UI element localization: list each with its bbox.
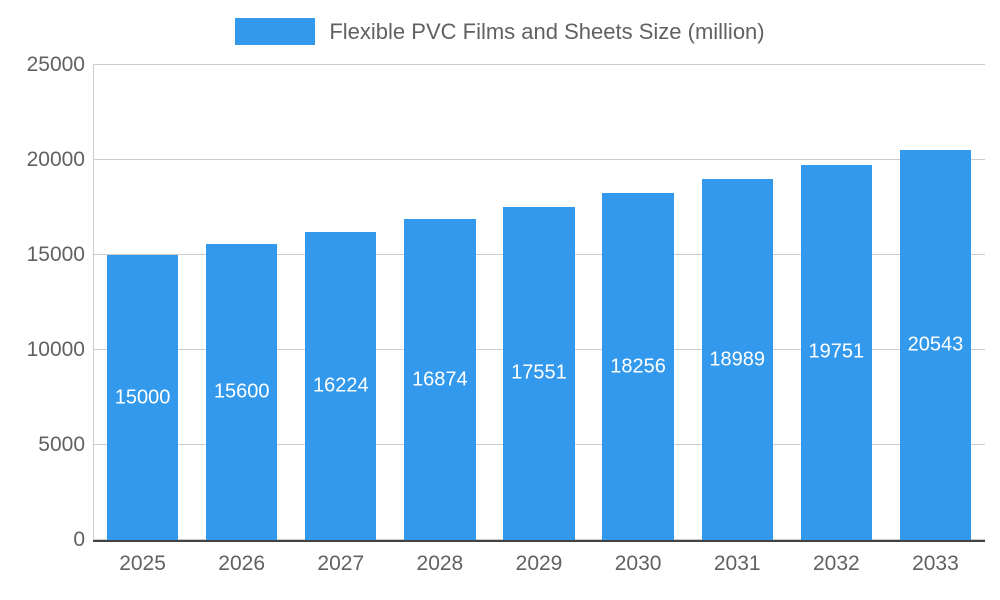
bar-value-label: 16874 [412, 368, 468, 391]
bar-value-label: 17551 [511, 361, 567, 384]
x-tick-label: 2030 [614, 552, 662, 575]
bar-value-label: 16224 [312, 374, 369, 397]
x-tick-label: 2032 [812, 552, 860, 575]
bar: 19751 [800, 164, 872, 540]
legend-swatch [235, 18, 316, 45]
bar: 20543 [899, 149, 972, 540]
x-tick-label: 2025 [119, 552, 166, 575]
bar: 16224 [305, 231, 377, 540]
y-tick-label: 0 [73, 528, 85, 551]
bar-value-label: 18256 [610, 355, 666, 378]
y-tick-label: 10000 [26, 338, 85, 361]
x-tick-label: 2028 [416, 552, 464, 575]
x-tick-label: 2031 [713, 552, 761, 575]
bar-value-label: 18989 [709, 348, 766, 371]
bar-value-label: 19751 [808, 340, 865, 363]
gridline [93, 64, 985, 65]
y-tick-label: 15000 [26, 243, 85, 266]
x-tick-label: 2033 [912, 552, 959, 575]
x-axis-line [93, 540, 985, 542]
y-tick-label: 20000 [26, 148, 85, 171]
x-tick-label: 2026 [218, 552, 266, 575]
bar: 17551 [503, 206, 575, 540]
bar: 15600 [205, 243, 278, 540]
x-tick-label: 2027 [317, 552, 365, 575]
y-tick-label: 5000 [38, 433, 85, 456]
legend: Flexible PVC Films and Sheets Size (mill… [0, 18, 1000, 45]
bar-value-label: 15600 [213, 380, 270, 403]
x-tick-label: 2029 [515, 552, 563, 575]
bar: 16874 [404, 219, 476, 540]
y-axis-line [93, 65, 94, 540]
gridline [93, 159, 985, 160]
x-axis: 2025 2026 2027 2028 2029 2030 2031 2032 2033 [93, 552, 985, 582]
y-axis: 0 5000 10000 15000 20000 25000 [0, 53, 85, 551]
plot-area: 15000 15600 16224 16874 17551 18256 18989 19751… [93, 64, 985, 540]
bar: 18989 [701, 179, 773, 540]
bar-value-label: 20543 [907, 333, 964, 356]
bar: 15000 [106, 255, 179, 540]
bar-value-label: 15000 [114, 386, 171, 408]
bar: 18256 [602, 193, 674, 540]
legend-label: Flexible PVC Films and Sheets Size (mill… [329, 18, 765, 44]
y-tick-label: 25000 [26, 53, 85, 76]
